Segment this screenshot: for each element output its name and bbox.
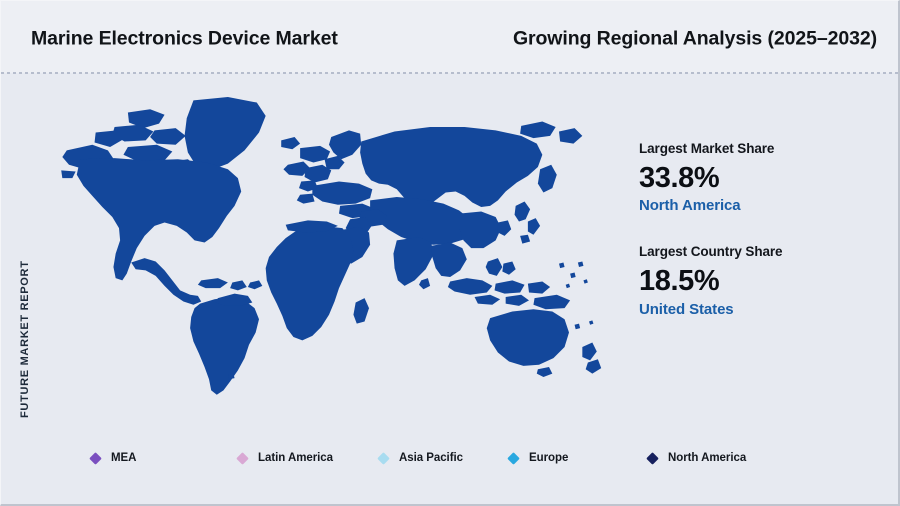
brand-label: FUTURE MARKET REPORT <box>19 236 47 418</box>
legend-item-asia-pacific[interactable]: Asia Pacific <box>377 449 463 467</box>
stat-region: United States <box>639 300 734 318</box>
map-legend: MEA Latin America Asia Pacific Europe No… <box>89 449 791 467</box>
diamond-icon <box>236 451 249 465</box>
map-landmasses <box>61 97 602 395</box>
legend-item-label: North America <box>668 452 747 464</box>
header-bar: Marine Electronics Device Market Growing… <box>1 1 898 73</box>
stat-label: Largest Country Share <box>639 244 783 260</box>
legend-item-label: Latin America <box>258 452 333 464</box>
legend-item-north-america[interactable]: North America <box>646 449 747 467</box>
header-divider <box>1 72 898 74</box>
legend-item-label: MEA <box>111 452 137 464</box>
stat-block-market-share: Largest Market Share 33.8% North America <box>639 141 879 214</box>
diamond-icon <box>507 451 520 465</box>
stat-region: North America <box>639 197 741 215</box>
stats-panel: Largest Market Share 33.8% North America… <box>639 141 879 348</box>
page-title: Marine Electronics Device Market <box>31 27 338 50</box>
legend-item-mea[interactable]: MEA <box>89 449 137 467</box>
legend-item-latin-america[interactable]: Latin America <box>236 449 333 467</box>
stat-label: Largest Market Share <box>639 141 775 156</box>
world-map-svg <box>61 97 602 395</box>
legend-item-europe[interactable]: Europe <box>507 449 569 467</box>
brand-label-text: FUTURE MARKET REPORT <box>19 260 31 418</box>
diamond-icon <box>89 451 102 465</box>
world-map <box>59 97 619 397</box>
legend-item-label: Asia Pacific <box>399 452 463 464</box>
stat-value: 18.5% <box>639 265 720 298</box>
legend-item-label: Europe <box>529 452 569 464</box>
stat-block-country-share: Largest Country Share 18.5% United State… <box>639 244 879 317</box>
header-subtitle: Growing Regional Analysis (2025–2032) <box>512 27 877 50</box>
stat-value: 33.8% <box>639 162 720 194</box>
diamond-icon <box>377 451 390 465</box>
diamond-icon <box>646 451 659 465</box>
